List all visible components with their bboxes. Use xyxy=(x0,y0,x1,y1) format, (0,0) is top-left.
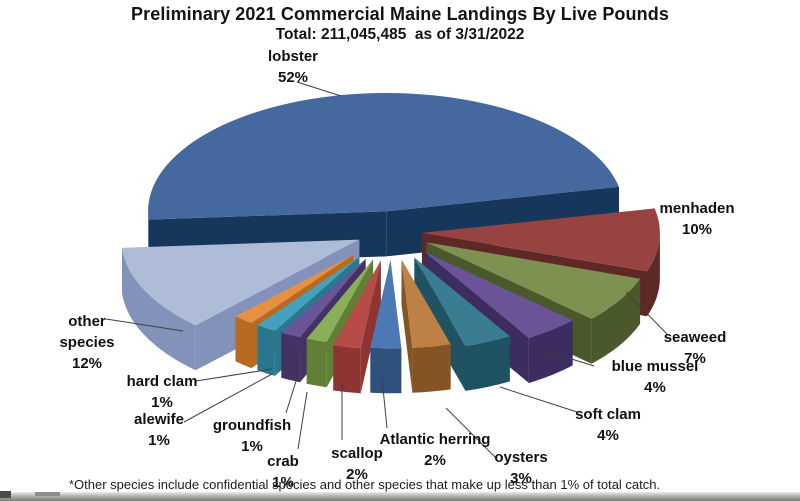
slice-label-name: crab xyxy=(267,453,299,470)
pie-slice-side-oysters xyxy=(401,259,413,393)
pie-slice-crab xyxy=(306,259,374,343)
slice-label-lobster: lobster 52% xyxy=(245,46,341,88)
slice-label-alewife: alewife 1% xyxy=(114,409,204,451)
leader-line-other_species xyxy=(105,318,184,332)
pie-slice-menhaden xyxy=(421,208,660,272)
slice-label-crab: crab 1% xyxy=(248,451,318,493)
slice-label-name: Atlantic herring xyxy=(379,431,491,448)
pie-slice-rim-alewife xyxy=(257,325,275,376)
slice-label-oysters: oysters 3% xyxy=(476,447,566,489)
pie-slice-group-atlantic_herring xyxy=(370,259,402,394)
pie-slice-soft_clam xyxy=(414,257,510,346)
slice-label-seaweed: seaweed 7% xyxy=(645,327,745,369)
slice-label-percent: 1% xyxy=(151,394,173,411)
pie-slice-rim-blue_mussel xyxy=(528,320,573,383)
pie-slice-oysters xyxy=(401,259,451,348)
leader-line-soft_clam xyxy=(499,386,578,413)
leader-line-alewife xyxy=(183,373,273,423)
leader-line-lobster xyxy=(296,81,342,97)
leader-line-atlantic_herring xyxy=(381,377,388,429)
pie-slice-rim-oysters xyxy=(412,344,451,393)
slice-label-percent: 4% xyxy=(597,427,619,444)
slice-label-name: seaweed xyxy=(663,329,727,346)
slice-label-groundfish: groundfish 1% xyxy=(192,415,312,457)
leader-line-blue_mussel xyxy=(548,351,595,367)
pie-slice-hard_clam xyxy=(235,254,354,324)
chart-title: Preliminary 2021 Commercial Maine Landin… xyxy=(131,4,669,24)
slice-label-percent: 2% xyxy=(346,466,368,483)
slice-label-name: blue mussel xyxy=(611,358,699,375)
pie-slice-rim-atlantic_herring xyxy=(370,347,402,394)
pie-slice-group-scallop xyxy=(333,260,381,394)
chart-subtitle: Total: 211,045,485 as of 3/31/2022 xyxy=(275,26,525,43)
pie-slice-side-soft_clam xyxy=(414,257,466,391)
pie-slice-lobster xyxy=(148,93,619,220)
pie-slice-rim-soft_clam xyxy=(465,336,510,391)
pie-slice-seaweed xyxy=(426,242,641,319)
pie-slice-rim-other_species xyxy=(122,247,196,371)
pie-slice-rim-scallop xyxy=(333,345,361,394)
slice-label-blue_mussel: blue mussel 4% xyxy=(590,356,720,398)
window-bottom-edge xyxy=(0,492,800,501)
leader-line-oysters xyxy=(445,407,498,460)
slice-label-atlantic_herring: Atlantic herring 2% xyxy=(360,429,510,471)
pie-slice-group-oysters xyxy=(401,259,451,393)
leader-line-crab xyxy=(297,391,308,450)
pie-slice-rim-hard_clam xyxy=(235,316,252,369)
pie-slice-atlantic_herring xyxy=(370,259,402,349)
slice-label-percent: 4% xyxy=(644,379,666,396)
slice-label-name: scallop xyxy=(331,445,383,462)
slice-label-percent: 1% xyxy=(148,432,170,449)
taskbar-peek-mark xyxy=(35,492,60,496)
slice-label-percent: 3% xyxy=(510,470,532,487)
slice-label-percent: 2% xyxy=(424,452,446,469)
pie-slice-blue_mussel xyxy=(424,252,573,338)
taskbar-peek-mark xyxy=(0,491,11,498)
slice-label-percent: 12% xyxy=(71,355,103,372)
pie-slice-alewife xyxy=(257,256,360,331)
slice-label-name: hard clam xyxy=(126,373,198,390)
pie-slice-groundfish xyxy=(281,258,366,338)
pie-slice-rim-seaweed xyxy=(591,278,641,364)
slice-label-name: menhaden xyxy=(659,200,735,217)
leader-line-groundfish xyxy=(285,377,298,414)
slice-label-name: soft clam xyxy=(575,406,641,423)
slice-label-name: oysters xyxy=(494,449,548,466)
slice-label-menhaden: menhaden 10% xyxy=(642,198,752,240)
pie-slice-scallop xyxy=(333,260,381,349)
slice-label-other_species: other species 12% xyxy=(55,311,119,374)
slice-label-percent: 7% xyxy=(684,350,706,367)
slice-label-name: alewife xyxy=(133,411,185,428)
pie-slice-group-soft_clam xyxy=(414,257,510,391)
slice-label-scallop: scallop 2% xyxy=(312,443,402,485)
slice-label-percent: 10% xyxy=(681,221,713,238)
slice-label-name: lobster xyxy=(267,48,318,65)
pie-slice-other_species xyxy=(122,239,360,326)
pie-slice-rim-groundfish xyxy=(281,332,301,383)
slice-label-name: other species xyxy=(59,313,115,351)
slice-label-percent: 1% xyxy=(241,438,263,455)
slice-label-soft_clam: soft clam 4% xyxy=(553,404,663,446)
pie-slice-rim-crab xyxy=(306,338,327,388)
slice-label-percent: 1% xyxy=(272,474,294,491)
pie-slice-side-scallop xyxy=(360,260,381,394)
leader-line-seaweed xyxy=(625,291,668,335)
slice-label-name: groundfish xyxy=(212,417,292,434)
chart-footnote: *Other species include confidential spec… xyxy=(69,477,661,492)
slice-label-hard_clam: hard clam 1% xyxy=(102,371,222,413)
pie-slice-rim-menhaden xyxy=(647,232,660,317)
leader-line-hard_clam xyxy=(195,368,273,382)
slice-label-percent: 52% xyxy=(277,69,309,86)
